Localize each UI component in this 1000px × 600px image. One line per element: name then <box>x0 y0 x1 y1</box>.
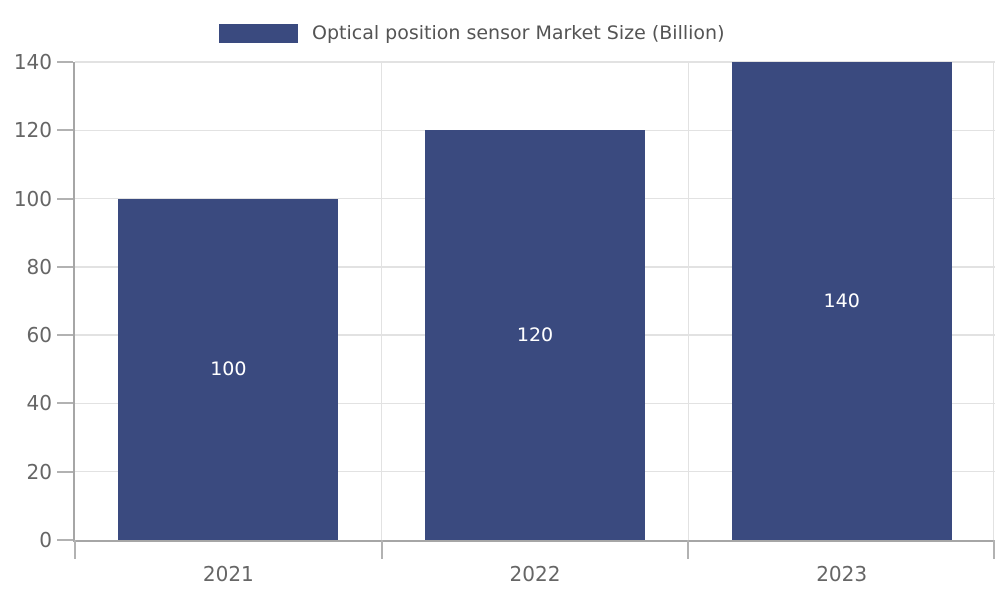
plot-area: 0 20 40 60 80 100 120 140 100 2021 120 2022 140 2023 <box>14 50 995 586</box>
x-tick-mark <box>74 540 76 559</box>
bar-value-label: 120 <box>516 324 554 347</box>
y-tick-label: 120 <box>13 118 52 143</box>
y-tick-label: 80 <box>26 254 52 279</box>
bar-value-label: 140 <box>823 290 860 312</box>
y-tick-mark <box>57 265 73 268</box>
y-tick-mark <box>57 334 73 337</box>
y-tick-label: 20 <box>26 459 52 484</box>
y-tick-mark <box>57 402 73 405</box>
x-tick-mark <box>687 540 690 559</box>
y-tick-mark <box>57 129 73 132</box>
bar: 140 <box>731 62 952 540</box>
x-gridline <box>380 62 383 540</box>
x-gridline <box>687 62 690 540</box>
y-tick-mark <box>57 61 73 63</box>
x-gridline <box>992 62 995 540</box>
y-gridline <box>75 61 995 63</box>
y-tick-label: 100 <box>13 186 52 211</box>
x-tick-label: 2022 <box>509 562 561 586</box>
x-tick-label: 2023 <box>816 562 868 586</box>
legend-swatch <box>219 23 298 43</box>
legend: Optical position sensor Market Size (Bil… <box>219 22 725 44</box>
y-tick-mark <box>57 197 73 200</box>
y-tick-label: 60 <box>26 323 52 348</box>
y-tick-mark <box>57 539 73 541</box>
x-tick-mark <box>380 540 383 559</box>
x-tick-mark <box>993 540 995 559</box>
bar: 120 <box>425 130 645 540</box>
y-tick-label: 40 <box>26 391 52 416</box>
y-tick-mark <box>57 470 73 473</box>
bar-value-label: 100 <box>210 358 247 381</box>
bar: 100 <box>118 198 339 540</box>
x-tick-label: 2021 <box>202 562 254 586</box>
y-tick-label: 0 <box>39 528 52 552</box>
legend-label: Optical position sensor Market Size (Bil… <box>312 22 725 44</box>
y-tick-label: 140 <box>13 50 52 74</box>
